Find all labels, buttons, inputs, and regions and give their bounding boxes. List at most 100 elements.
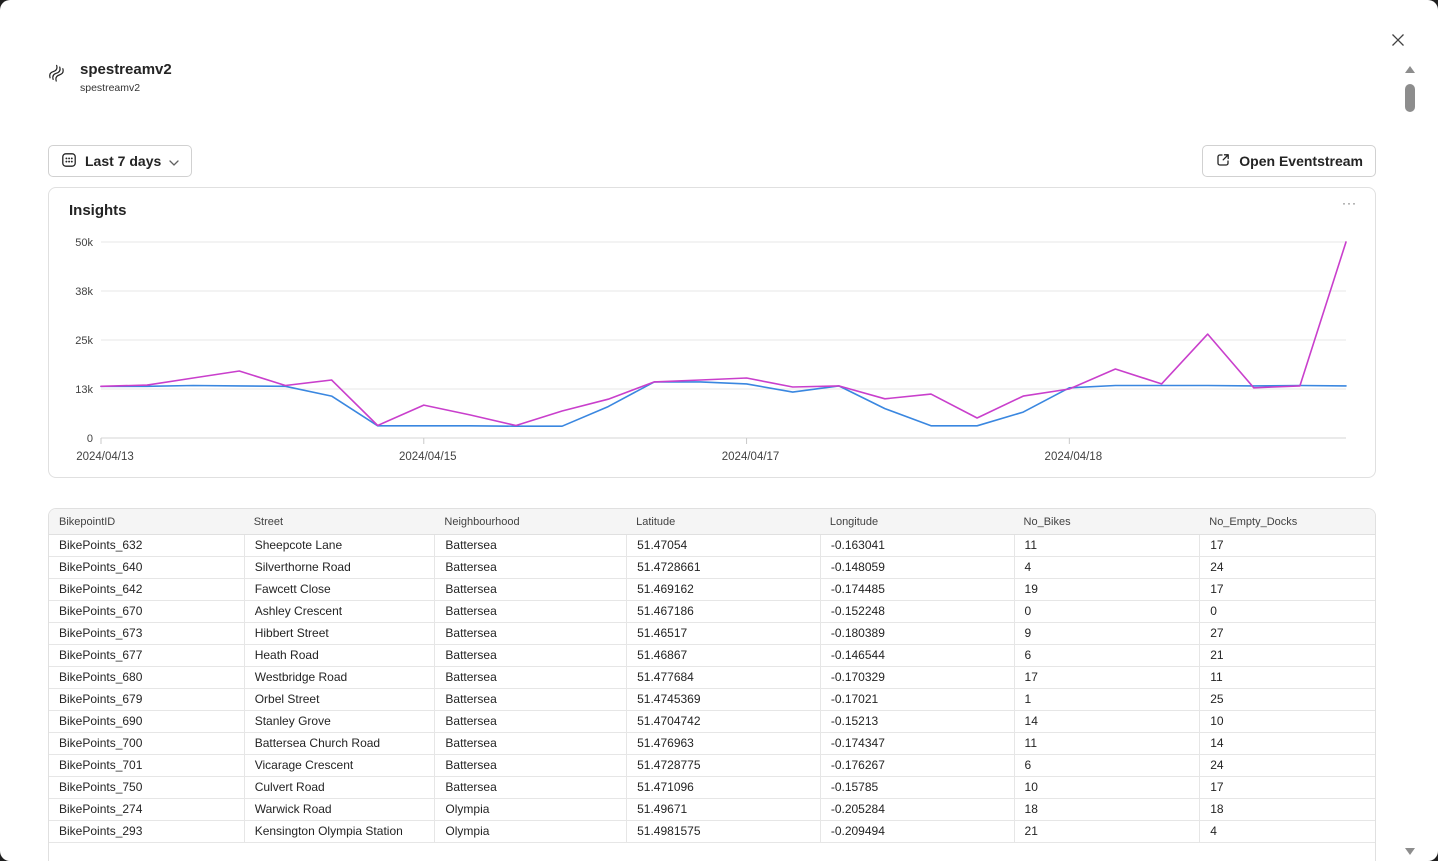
table-cell: Culvert Road <box>243 777 435 798</box>
table-cell: 51.46517 <box>626 623 820 644</box>
bikepoints-table: BikepointID Street Neighbourhood Latitude Lo… <box>48 508 1376 861</box>
table-cell: 51.4981575 <box>626 821 820 842</box>
table-cell: BikePoints_677 <box>59 648 143 662</box>
table-cell: BikePoints_701 <box>59 758 143 772</box>
series-blue <box>100 381 1347 427</box>
table-cell: Battersea <box>434 623 626 644</box>
table-cell: BikePoints_750 <box>59 780 143 794</box>
table-row: BikePoints_701 Vicarage Crescent Battersea… <box>49 755 1375 777</box>
table-header-row: BikepointID Street Neighbourhood Latitude Lo… <box>49 509 1375 535</box>
table-row: BikePoints_679 Orbel Street Battersea 51.47… <box>49 689 1375 711</box>
table-cell: BikePoints_274 <box>59 802 143 816</box>
column-header: No_Bikes <box>1023 516 1071 528</box>
table-row: BikePoints_690 Stanley Grove Battersea 51.4… <box>49 711 1375 733</box>
x-axis-tick-label: 2024/04/18 <box>1045 451 1103 463</box>
table-cell: -0.148059 <box>819 557 1014 578</box>
table-cell: 19 <box>1013 579 1200 600</box>
table-cell: Silverthorne Road <box>243 557 435 578</box>
table-cell: -0.15785 <box>819 777 1014 798</box>
x-axis-tick-label: 2024/04/17 <box>722 451 780 463</box>
table-cell: Kensington Olympia Station <box>243 821 435 842</box>
table-cell: 24 <box>1199 557 1375 578</box>
table-cell: Olympia <box>434 799 626 820</box>
scroll-down-icon[interactable] <box>1405 848 1415 855</box>
table-cell: 17 <box>1199 535 1375 556</box>
table-cell: Battersea <box>434 777 626 798</box>
table-cell: -0.174485 <box>819 579 1014 600</box>
y-axis-tick-label: 38k <box>75 286 93 298</box>
more-options-icon[interactable]: ··· <box>1342 196 1357 210</box>
table-cell: BikePoints_670 <box>59 604 143 618</box>
scroll-up-icon[interactable] <box>1405 66 1415 73</box>
table-cell: 6 <box>1013 645 1200 666</box>
table-row: BikePoints_670 Ashley Crescent Battersea 51… <box>49 601 1375 623</box>
open-eventstream-button[interactable]: Open Eventstream <box>1202 145 1376 177</box>
table-cell: 21 <box>1199 645 1375 666</box>
table-cell: 0 <box>1013 601 1200 622</box>
table-cell: 1 <box>1013 689 1200 710</box>
table-row: BikePoints_680 Westbridge Road Battersea 51… <box>49 667 1375 689</box>
table-cell: BikePoints_632 <box>59 538 143 552</box>
table-cell: Battersea <box>434 667 626 688</box>
column-header: BikepointID <box>59 516 116 528</box>
table-cell: 14 <box>1199 733 1375 754</box>
table-cell: 51.471096 <box>626 777 820 798</box>
table-body: BikePoints_632 Sheepcote Lane Battersea 51.… <box>49 535 1375 843</box>
table-row: BikePoints_640 Silverthorne Road Battersea… <box>49 557 1375 579</box>
table-cell: 9 <box>1013 623 1200 644</box>
table-cell: 10 <box>1199 711 1375 732</box>
open-external-icon <box>1215 152 1231 171</box>
table-cell: 6 <box>1013 755 1200 776</box>
table-cell: BikePoints_700 <box>59 736 143 750</box>
open-eventstream-label: Open Eventstream <box>1239 153 1363 169</box>
table-cell: Stanley Grove <box>243 711 435 732</box>
table-cell: 51.467186 <box>626 601 820 622</box>
table-cell: BikePoints_642 <box>59 582 143 596</box>
table-cell: Battersea <box>434 535 626 556</box>
page-header: spestreamv2 spestreamv2 <box>48 60 172 94</box>
table-cell: 51.47054 <box>626 535 820 556</box>
y-axis-tick-label: 0 <box>87 433 93 445</box>
time-range-dropdown[interactable]: Last 7 days <box>48 145 193 177</box>
table-cell: 51.4728661 <box>626 557 820 578</box>
table-cell: Ashley Crescent <box>243 601 435 622</box>
eventstream-icon <box>48 64 64 94</box>
table-cell: 17 <box>1199 777 1375 798</box>
scrollbar-thumb[interactable] <box>1405 84 1415 112</box>
calendar-icon <box>61 152 77 171</box>
table-cell: 14 <box>1013 711 1200 732</box>
table-cell: Warwick Road <box>243 799 435 820</box>
table-cell: BikePoints_293 <box>59 824 143 838</box>
table-cell: BikePoints_673 <box>59 626 143 640</box>
insights-chart: 0 13k 25k 38k 50k 2024/04/13 2024/04/15 2024/04… <box>75 237 1347 463</box>
table-cell: -0.15213 <box>819 711 1014 732</box>
table-cell: 25 <box>1199 689 1375 710</box>
x-axis-tick-label: 2024/04/13 <box>76 451 134 463</box>
table-cell: 11 <box>1013 535 1200 556</box>
table-cell: Battersea <box>434 645 626 666</box>
table-row: BikePoints_632 Sheepcote Lane Battersea 51.… <box>49 535 1375 557</box>
vertical-scrollbar[interactable] <box>1404 62 1416 857</box>
close-icon[interactable] <box>1388 30 1408 50</box>
toolbar: Last 7 days Open Eventstream <box>48 145 1376 177</box>
table-cell: Battersea <box>434 579 626 600</box>
column-header: Longitude <box>829 516 879 528</box>
table-cell: Battersea <box>434 689 626 710</box>
x-axis-tick-label: 2024/04/15 <box>399 451 457 463</box>
table-cell: 51.4728775 <box>626 755 820 776</box>
table-cell: Sheepcote Lane <box>243 535 435 556</box>
table-cell: Battersea <box>434 733 626 754</box>
table-cell: 10 <box>1013 777 1200 798</box>
table-row: BikePoints_673 Hibbert Street Battersea 51.… <box>49 623 1375 645</box>
table-cell: 21 <box>1013 821 1200 842</box>
time-range-label: Last 7 days <box>85 153 162 169</box>
table-cell: Olympia <box>434 821 626 842</box>
page-subtitle: spestreamv2 <box>80 82 141 94</box>
table-row: BikePoints_274 Warwick Road Olympia 51.4967… <box>49 799 1375 821</box>
table-cell: Battersea Church Road <box>243 733 435 754</box>
table-cell: 51.49671 <box>626 799 820 820</box>
table-cell: 51.477684 <box>626 667 820 688</box>
column-header: No_Empty_Docks <box>1209 516 1298 528</box>
table-cell: Vicarage Crescent <box>243 755 435 776</box>
